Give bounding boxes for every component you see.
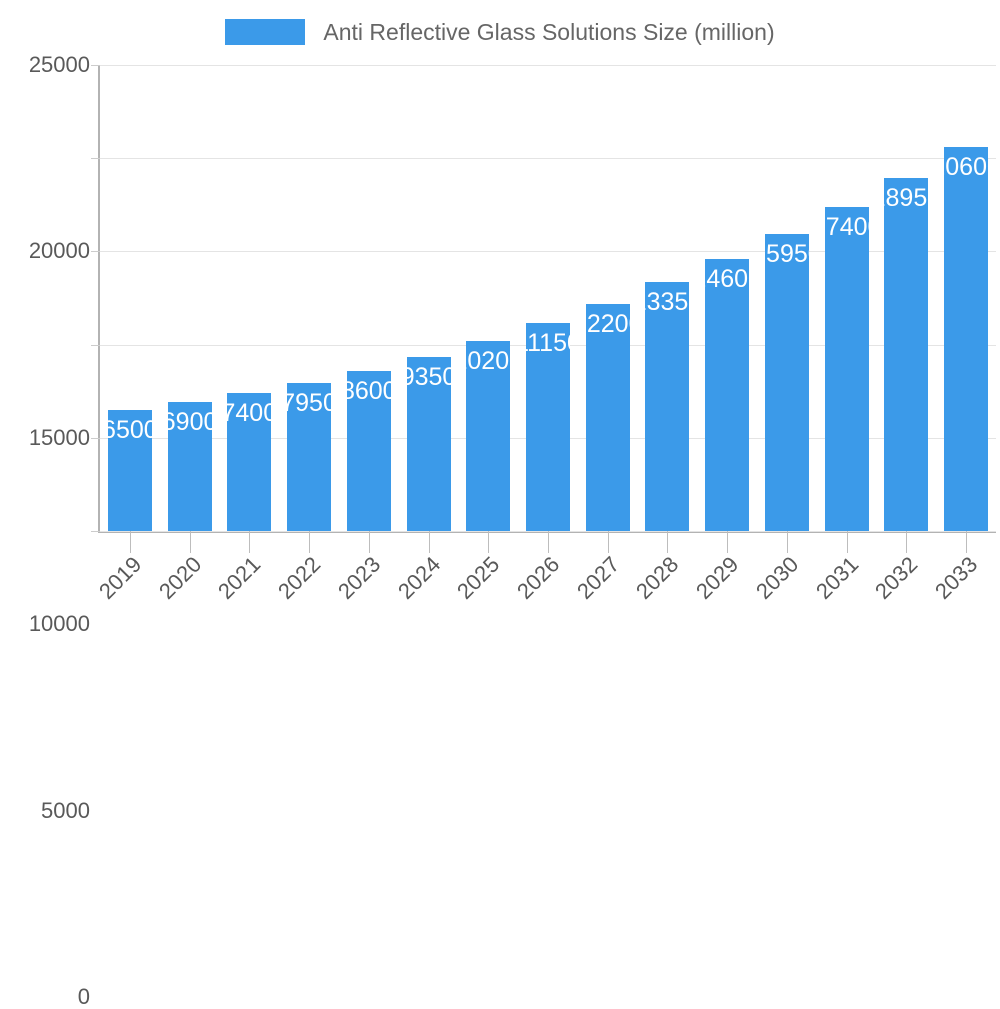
- chart-legend: Anti Reflective Glass Solutions Size (mi…: [0, 12, 1000, 52]
- bar-value-label: 14600: [705, 264, 749, 293]
- x-axis-tick-mark: [488, 531, 490, 553]
- bar-slot: 14600: [697, 65, 757, 553]
- x-axis-tick-labels: 2019 2020 2021 2022 2023 2024 2025 2026 2027 2028…: [94, 531, 996, 604]
- x-axis-tick-mark: [428, 531, 430, 553]
- bar-slot: 18950: [877, 65, 937, 553]
- gridline: 25000: [29, 54, 996, 76]
- bar[interactable]: 20600: [944, 147, 989, 531]
- bar[interactable]: 15950: [764, 233, 809, 531]
- x-axis-tick-mark: [249, 531, 251, 553]
- bar-value-label: 7400: [227, 399, 272, 428]
- bar[interactable]: 8600: [346, 370, 391, 531]
- bar-value-label: 12200: [586, 309, 630, 338]
- bar-value-label: 6900: [167, 408, 212, 437]
- bar[interactable]: 7950: [287, 382, 332, 531]
- y-axis-tick-mark: [91, 158, 100, 160]
- y-axis-tick-label: 0: [77, 984, 90, 1009]
- bar-slot: 9350: [399, 65, 459, 553]
- bar-value-label: 6500: [107, 415, 152, 444]
- bar-value-label: 13350: [645, 288, 689, 317]
- gridline: 15000: [29, 251, 996, 448]
- bar[interactable]: 12200: [585, 303, 630, 531]
- x-axis-tick-label: 2031: [810, 551, 863, 604]
- y-axis-tick-mark: [91, 65, 100, 66]
- bar[interactable]: 9350: [406, 356, 451, 531]
- x-axis-tick-label: 2026: [511, 551, 565, 604]
- x-axis-line: [98, 531, 996, 533]
- x-axis-tick-label: 2025: [452, 551, 505, 604]
- x-axis-tick-label: 2029: [691, 551, 744, 604]
- bar-value-label: 11150: [526, 329, 570, 358]
- bar-value-label: 17400: [825, 212, 869, 241]
- bar[interactable]: 10200: [466, 340, 511, 531]
- y-axis-tick-label: 25000: [28, 52, 90, 77]
- x-axis-tick-label: 2021: [213, 551, 266, 604]
- gridline: 20000: [29, 158, 996, 262]
- x-axis-tick-mark: [368, 531, 370, 553]
- legend-label: Anti Reflective Glass Solutions Size (mi…: [323, 18, 775, 45]
- x-axis-tick-label: 2032: [870, 551, 923, 604]
- x-axis-tick-mark: [727, 531, 729, 553]
- bar-slot: 20600: [936, 65, 996, 553]
- x-axis-tick-mark: [547, 531, 549, 553]
- y-axis-tick-mark: [91, 531, 100, 532]
- y-axis-line: [98, 65, 100, 532]
- bar[interactable]: 17400: [824, 206, 869, 531]
- bar-value-label: 20600: [944, 153, 988, 182]
- x-axis-tick-label: 2019: [93, 551, 147, 604]
- x-axis-tick-label: 2022: [273, 551, 326, 604]
- bar-slot: 6900: [160, 65, 220, 553]
- bar[interactable]: 18950: [884, 177, 929, 531]
- bar-value-label: 18950: [884, 183, 928, 212]
- y-axis-tick-mark: [91, 251, 100, 253]
- bar-chart: Anti Reflective Glass Solutions Size (mi…: [0, 12, 1000, 1008]
- y-axis-tick-label: 10000: [28, 611, 90, 637]
- bar-value-label: 10200: [466, 346, 510, 375]
- bar-slot: 8600: [339, 65, 399, 553]
- y-axis-tick-label: 15000: [28, 424, 90, 450]
- bar-slot: 11150: [518, 65, 578, 553]
- x-axis-tick-mark: [906, 531, 908, 553]
- x-axis-tick-mark: [189, 531, 191, 553]
- x-axis-tick-mark: [607, 531, 609, 553]
- bar-value-label: 15950: [765, 239, 809, 268]
- x-axis-tick-label: 2033: [930, 551, 983, 604]
- x-axis-tick-label: 2023: [332, 551, 386, 604]
- y-axis-tick-mark: [91, 437, 100, 439]
- x-axis-tick-label: 2024: [392, 551, 445, 604]
- bar-slot: 7400: [219, 65, 279, 553]
- bar[interactable]: 6900: [167, 402, 212, 531]
- bar-slot: 7950: [279, 65, 339, 553]
- bar-slot: 17400: [817, 65, 877, 553]
- y-axis-tick-label: 20000: [28, 238, 90, 264]
- bar[interactable]: 13350: [645, 282, 690, 531]
- y-axis-tick-label: 5000: [41, 797, 90, 823]
- x-axis-tick-mark: [786, 531, 788, 553]
- x-axis-tick-mark: [129, 531, 131, 553]
- bar[interactable]: 11150: [525, 323, 570, 531]
- x-axis-tick-label: 2027: [571, 551, 624, 604]
- bar-value-label: 7950: [287, 388, 332, 417]
- x-axis-tick-label: 2028: [631, 551, 684, 604]
- bar-slot: 6500: [100, 65, 160, 553]
- y-axis-tick-mark: [91, 344, 100, 346]
- legend-color-swatch: [225, 19, 306, 45]
- bar-value-label: 8600: [346, 376, 391, 405]
- bar[interactable]: 6500: [107, 409, 152, 531]
- bar-slot: 12200: [578, 65, 638, 553]
- bar-value-label: 9350: [406, 362, 451, 391]
- bar-slot: 10200: [458, 65, 518, 553]
- x-axis-tick-mark: [846, 531, 848, 553]
- plot-area: 0 5000 10000 15000 20000 25000 6500 6900 7400 79…: [29, 54, 996, 1008]
- bar-slot: 15950: [757, 65, 817, 553]
- x-axis-tick-label: 2030: [750, 551, 804, 604]
- x-axis-tick-label: 2020: [153, 551, 206, 604]
- bar-group: 6500 6900 7400 7950 8600 9350 10200 11150 12200 1…: [100, 65, 996, 553]
- bar[interactable]: 14600: [705, 258, 750, 531]
- bar-slot: 13350: [638, 65, 698, 553]
- x-axis-tick-mark: [667, 531, 669, 553]
- bar[interactable]: 7400: [227, 393, 272, 531]
- x-axis-tick-mark: [309, 531, 311, 553]
- x-axis-tick-mark: [966, 531, 968, 553]
